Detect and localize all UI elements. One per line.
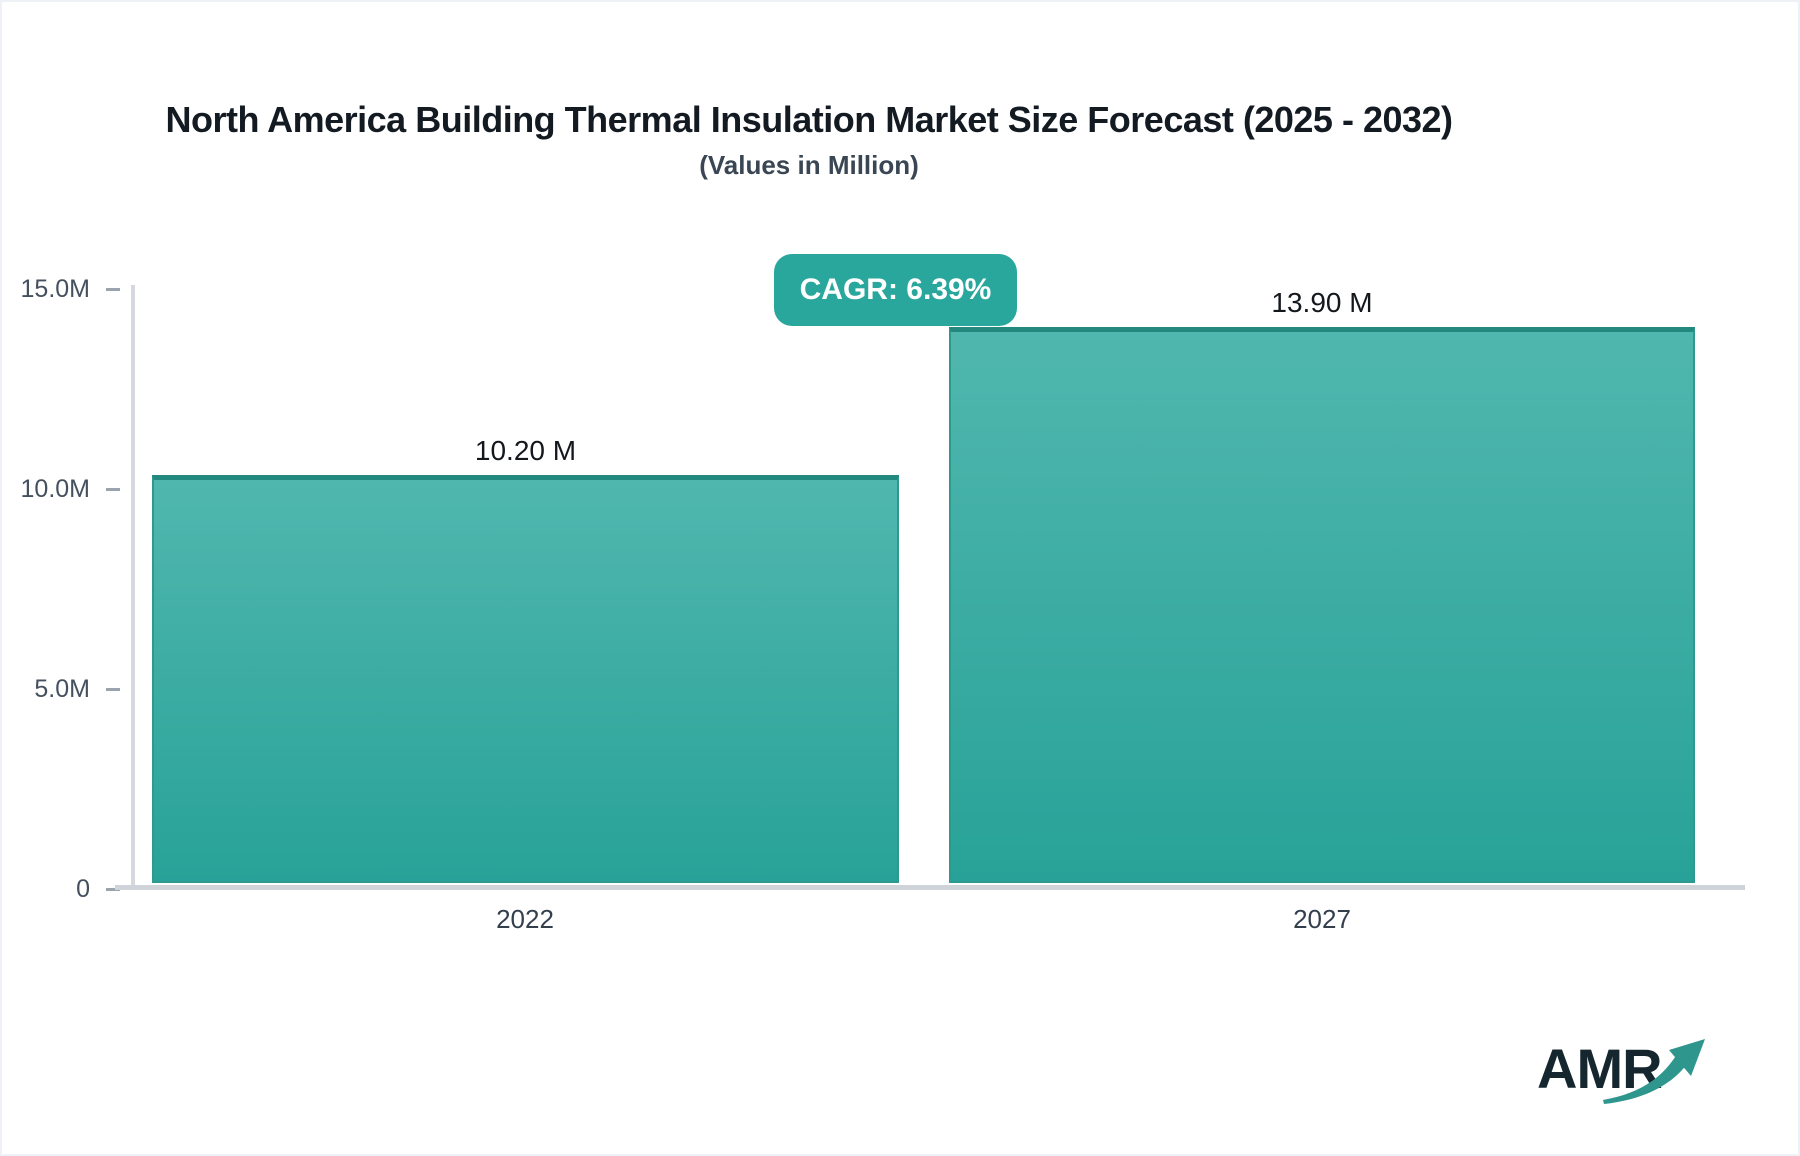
bar-2022: [152, 475, 899, 883]
y-tick-label: 5.0M: [34, 674, 90, 703]
y-tick: 10.0M: [2, 474, 120, 504]
x-tick-label-2022: 2022: [496, 904, 554, 934]
y-tick-mark: [106, 887, 120, 891]
y-tick: 15.0M: [2, 274, 120, 304]
y-tick-mark: [106, 287, 120, 291]
x-tick-label-2027: 2027: [1293, 904, 1351, 934]
y-tick: 0: [2, 874, 120, 904]
y-tick-label: 0: [76, 874, 90, 903]
chart-title: North America Building Thermal Insulatio…: [165, 99, 1453, 140]
chart-subtitle: (Values in Million): [699, 150, 919, 180]
growth-arrow-icon: [1603, 1039, 1705, 1104]
bar-value-label-2027: 13.90 M: [1271, 287, 1373, 318]
bar-group-2022: 10.20 M: [152, 435, 899, 883]
y-axis-line: [131, 285, 135, 887]
amr-logo: AMR: [1537, 1032, 1717, 1122]
cagr-badge: CAGR: 6.39%: [774, 254, 1017, 326]
bar-2027: [949, 327, 1695, 883]
y-tick: 5.0M: [2, 674, 120, 704]
y-tick-label: 10.0M: [20, 474, 90, 503]
bar-group-2027: 13.90 M: [949, 287, 1695, 883]
cagr-badge-label: CAGR: 6.39%: [799, 273, 992, 306]
y-tick-label: 15.0M: [20, 274, 90, 303]
x-axis-line: [115, 885, 1745, 890]
bar-value-label-2022: 10.20 M: [474, 435, 577, 466]
y-tick-mark: [106, 687, 120, 691]
y-tick-mark: [106, 487, 120, 491]
